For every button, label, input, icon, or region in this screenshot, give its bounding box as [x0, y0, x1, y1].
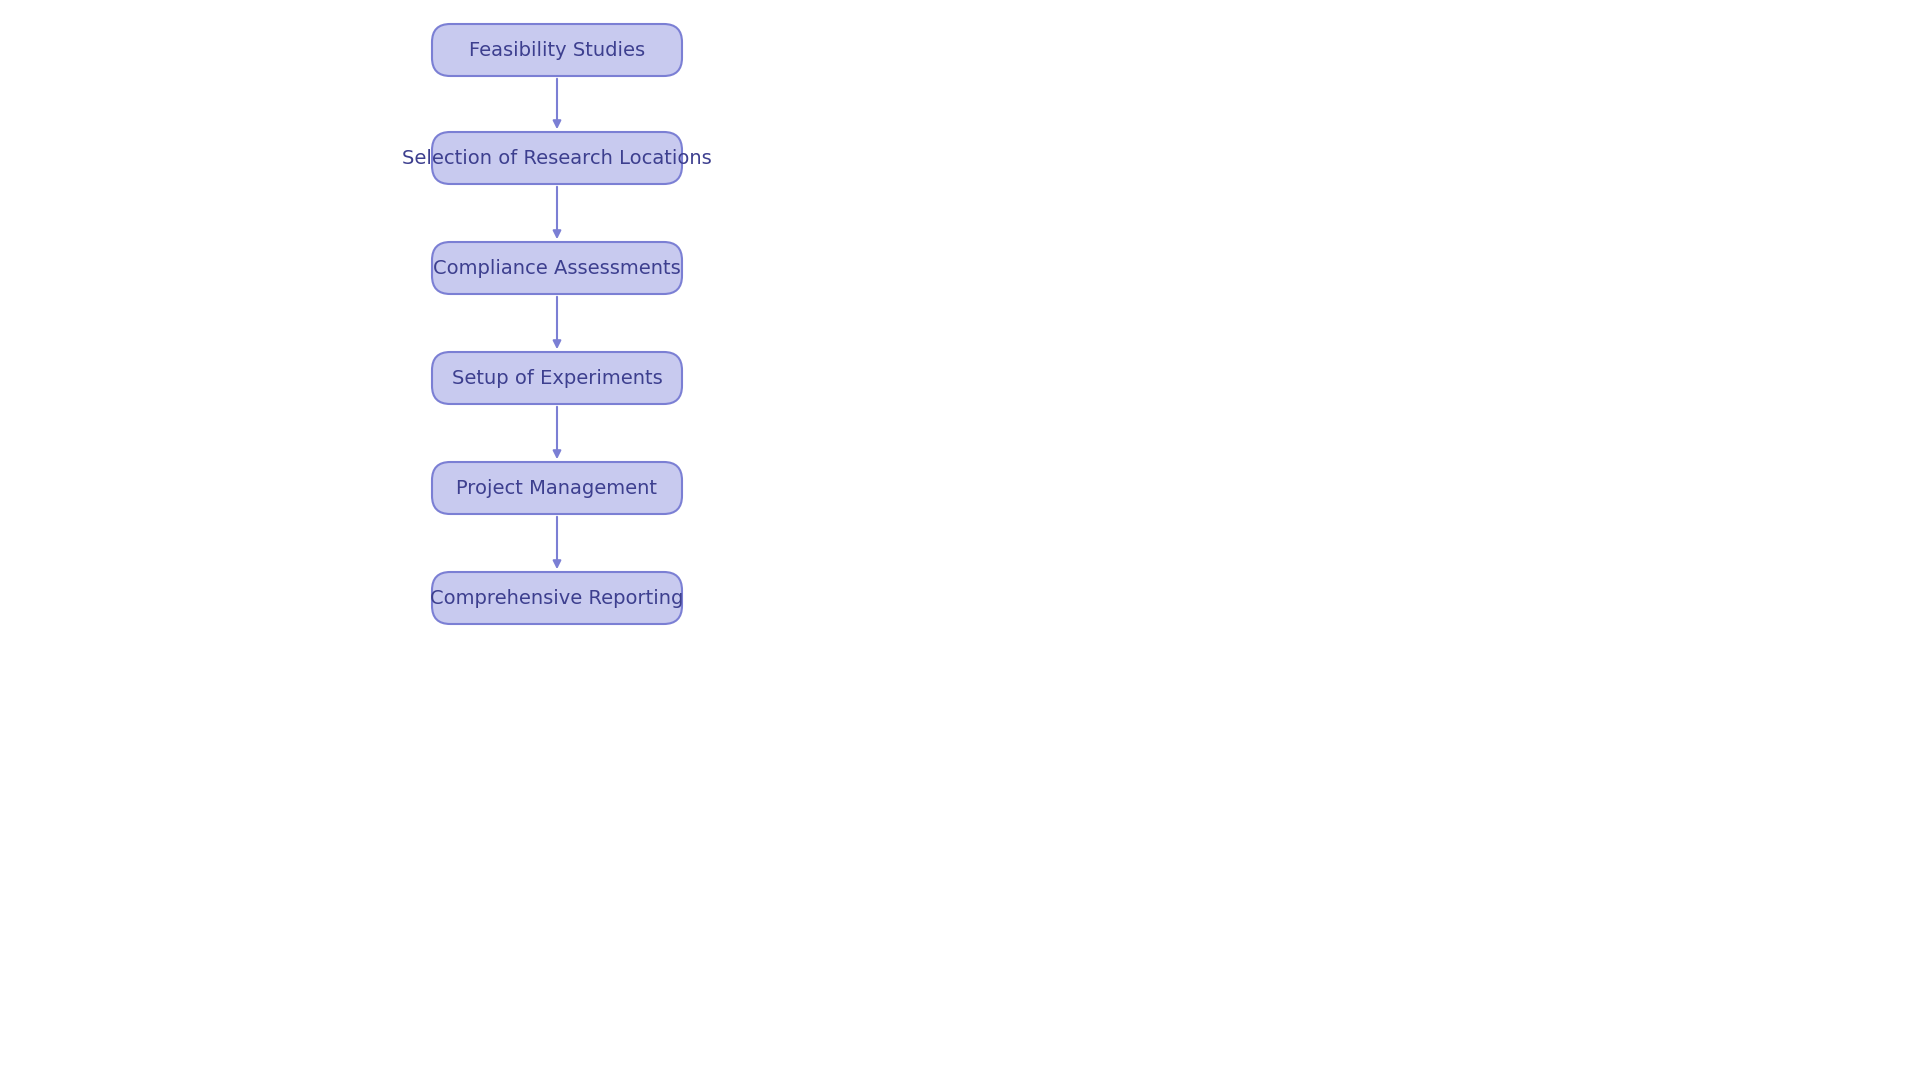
Text: Setup of Experiments: Setup of Experiments	[451, 368, 662, 388]
Text: Compliance Assessments: Compliance Assessments	[434, 259, 682, 277]
FancyBboxPatch shape	[432, 572, 682, 624]
FancyBboxPatch shape	[432, 24, 682, 76]
FancyBboxPatch shape	[432, 352, 682, 404]
Text: Feasibility Studies: Feasibility Studies	[468, 40, 645, 60]
Text: Project Management: Project Management	[457, 479, 657, 497]
FancyBboxPatch shape	[432, 242, 682, 293]
FancyBboxPatch shape	[432, 132, 682, 184]
Text: Selection of Research Locations: Selection of Research Locations	[401, 148, 712, 168]
FancyBboxPatch shape	[432, 462, 682, 514]
Text: Comprehensive Reporting: Comprehensive Reporting	[430, 588, 684, 608]
